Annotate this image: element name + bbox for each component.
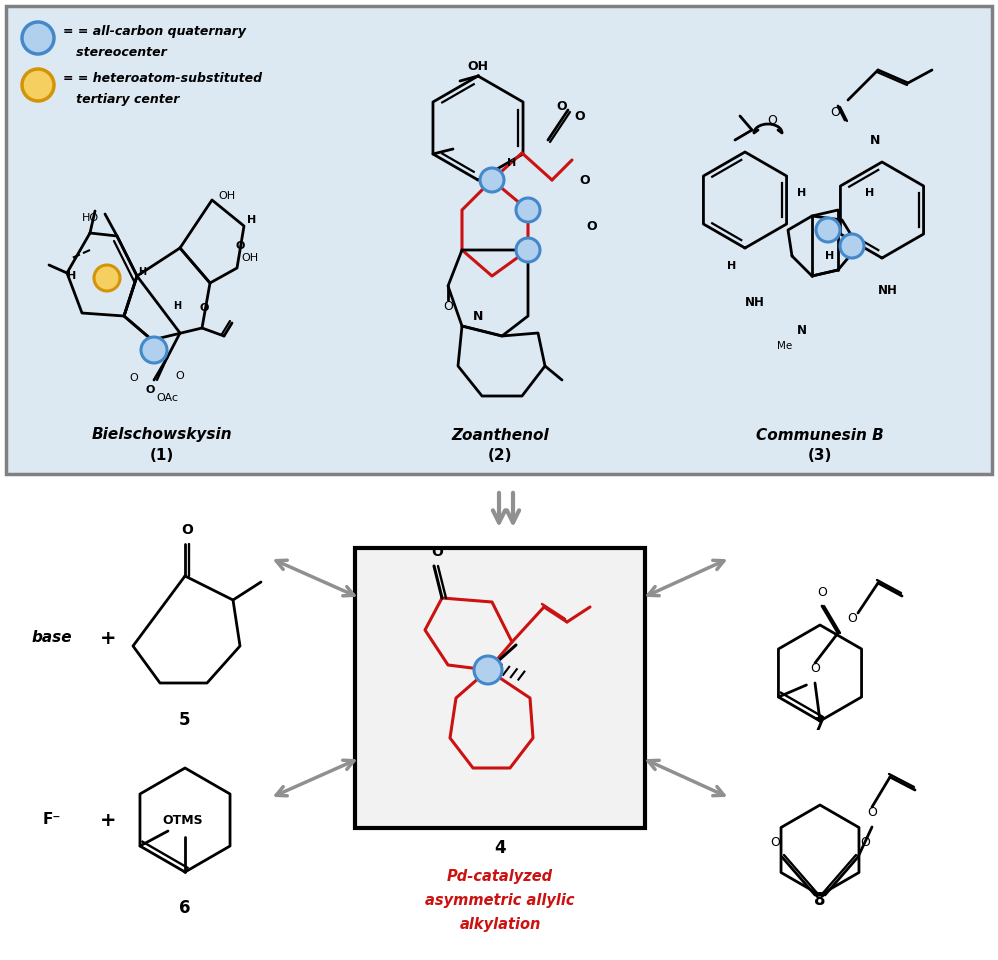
FancyBboxPatch shape — [6, 6, 992, 474]
Text: H: H — [173, 301, 181, 311]
Text: OAc: OAc — [156, 393, 178, 403]
Text: O: O — [146, 385, 155, 395]
Circle shape — [474, 656, 502, 684]
Text: O: O — [176, 371, 185, 381]
Text: base: base — [32, 631, 72, 645]
Circle shape — [840, 234, 864, 258]
Text: H: H — [728, 261, 737, 271]
Text: Pd-catalyzed: Pd-catalyzed — [447, 869, 553, 883]
Circle shape — [94, 265, 120, 291]
Text: O: O — [580, 174, 590, 186]
Text: N: N — [870, 133, 880, 147]
Text: O: O — [431, 545, 443, 559]
Text: 5: 5 — [180, 711, 191, 729]
Text: H: H — [825, 251, 834, 261]
Text: 6: 6 — [180, 899, 191, 917]
Text: NH: NH — [878, 283, 898, 297]
Text: OTMS: OTMS — [163, 813, 204, 827]
Text: stereocenter: stereocenter — [63, 45, 167, 59]
Text: H: H — [68, 271, 77, 281]
Text: O: O — [443, 300, 453, 313]
Circle shape — [816, 218, 840, 242]
Text: O: O — [830, 107, 840, 119]
Text: H: H — [797, 188, 806, 198]
Text: (1): (1) — [150, 447, 174, 463]
Text: O: O — [200, 303, 209, 313]
FancyBboxPatch shape — [355, 548, 645, 828]
Text: O: O — [810, 662, 820, 676]
Text: O: O — [236, 241, 245, 251]
Text: NH: NH — [746, 297, 764, 309]
Text: Zoanthenol: Zoanthenol — [451, 427, 549, 443]
Text: Communesin B: Communesin B — [756, 427, 884, 443]
Text: O: O — [767, 113, 776, 127]
Text: 7: 7 — [814, 716, 825, 734]
Text: (3): (3) — [807, 447, 832, 463]
Text: O: O — [130, 373, 139, 383]
Text: HO: HO — [82, 213, 99, 223]
Text: Me: Me — [777, 341, 792, 351]
Text: alkylation: alkylation — [459, 917, 541, 931]
Text: 4: 4 — [494, 839, 506, 857]
Text: O: O — [847, 612, 857, 626]
Text: H: H — [507, 158, 517, 168]
Text: +: + — [100, 810, 116, 829]
Text: O: O — [181, 523, 193, 537]
Text: = = all-carbon quaternary: = = all-carbon quaternary — [63, 26, 246, 38]
Text: F⁻: F⁻ — [43, 812, 61, 828]
Text: O: O — [587, 220, 598, 232]
Text: Bielschowskysin: Bielschowskysin — [92, 427, 233, 443]
Text: asymmetric allylic: asymmetric allylic — [425, 893, 575, 907]
Text: OH: OH — [242, 253, 258, 263]
Text: O: O — [557, 100, 567, 112]
Text: H: H — [138, 267, 146, 277]
Circle shape — [480, 168, 504, 192]
Text: O: O — [867, 806, 877, 820]
Text: OH: OH — [467, 60, 488, 73]
Circle shape — [516, 198, 540, 222]
Text: 8: 8 — [814, 891, 825, 909]
Circle shape — [141, 337, 167, 363]
Text: O: O — [817, 587, 827, 599]
Text: tertiary center: tertiary center — [63, 92, 180, 106]
Text: O: O — [575, 109, 585, 123]
Text: = = heteroatom-substituted: = = heteroatom-substituted — [63, 73, 262, 85]
Text: N: N — [473, 309, 483, 323]
Text: +: + — [100, 629, 116, 647]
Text: OH: OH — [219, 191, 236, 201]
Text: (2): (2) — [488, 447, 512, 463]
Text: O: O — [860, 836, 870, 850]
Text: H: H — [865, 188, 874, 198]
Circle shape — [22, 69, 54, 101]
Circle shape — [22, 22, 54, 54]
Text: O: O — [770, 836, 780, 850]
Circle shape — [516, 238, 540, 262]
Text: N: N — [797, 324, 807, 337]
Text: H: H — [248, 215, 256, 225]
